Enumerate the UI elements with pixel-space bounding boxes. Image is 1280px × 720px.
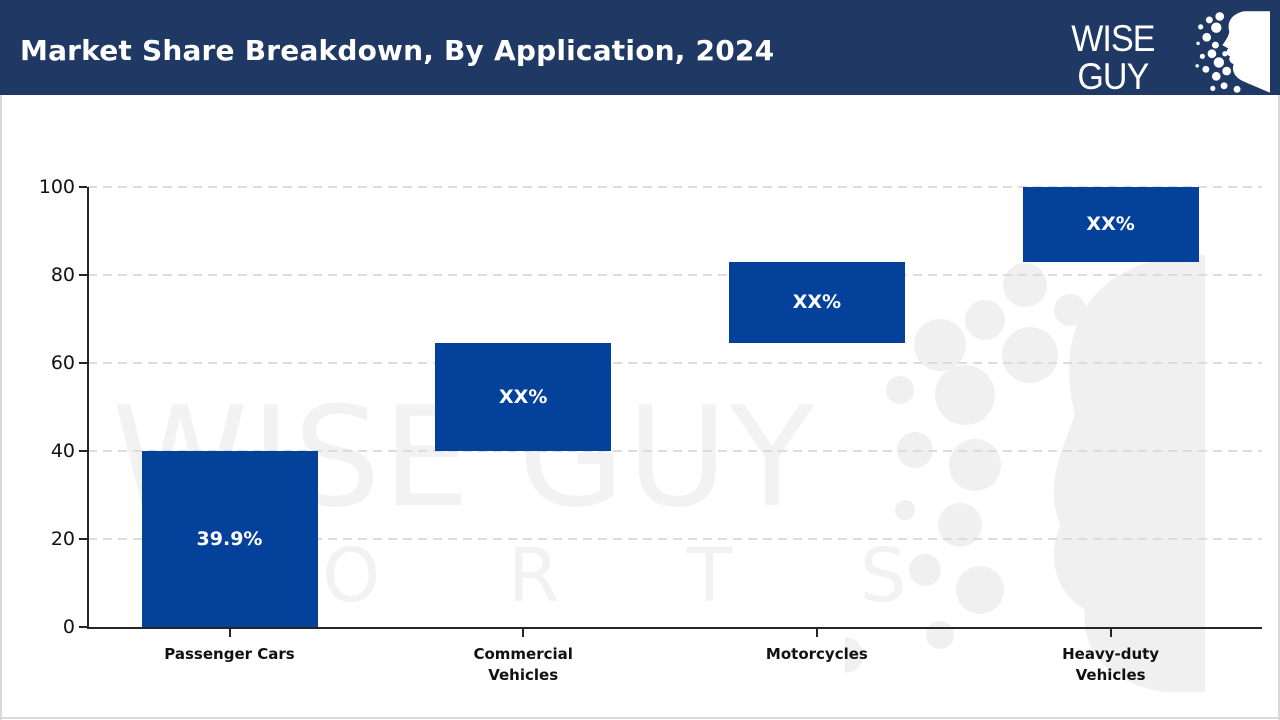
y-tick-0: [79, 626, 87, 628]
y-tick-40: [79, 450, 87, 452]
y-tick-label-80: 80: [50, 264, 75, 286]
bar-value-label: XX%: [1086, 213, 1135, 236]
right-rule: [1278, 95, 1280, 720]
bar-1: XX%: [435, 342, 612, 452]
x-tick-1: [522, 629, 525, 637]
bar-value-label: 39.9%: [196, 528, 263, 551]
gridline-60: [88, 362, 1262, 364]
gridline-100: [88, 186, 1262, 188]
gridline-40: [88, 450, 1262, 452]
gridline-20: [88, 538, 1262, 540]
gridline-80: [88, 274, 1262, 276]
bottom-rule: [0, 717, 1280, 719]
y-tick-label-60: 60: [50, 352, 75, 374]
bar-0: 39.9%: [141, 451, 318, 627]
y-tick-label-20: 20: [50, 528, 75, 550]
logo: WISE GUY REPORTS: [1020, 4, 1270, 115]
header: Market Share Breakdown, By Application, …: [0, 0, 1280, 115]
bar-2: XX%: [728, 261, 905, 343]
x-tick-2: [815, 629, 818, 637]
y-tick-label-100: 100: [38, 176, 75, 198]
y-tick-label-0: 0: [62, 616, 75, 638]
x-category-label: Motorcycles: [765, 645, 868, 663]
y-tick-label-40: 40: [50, 440, 75, 462]
bar-value-label: XX%: [792, 291, 842, 314]
bar-value-label: XX%: [499, 386, 548, 409]
x-axis: [87, 627, 1262, 629]
x-tick-3: [1109, 629, 1112, 637]
bar-3: XX%: [1022, 187, 1199, 262]
y-tick-100: [79, 186, 87, 188]
y-tick-60: [79, 362, 87, 364]
chart: WISE GUY P O R T S 0 20 40 60 80 100 39.9% Pass…: [0, 95, 1280, 720]
y-tick-20: [79, 538, 87, 540]
watermark-head-icon: [845, 255, 1205, 692]
logo-wiseguy-text: WISE GUY: [1071, 18, 1155, 97]
left-rule: [0, 95, 2, 720]
logo-head-icon: [1195, 11, 1270, 93]
x-category-label: Passenger Cars: [164, 645, 295, 663]
x-tick-0: [228, 629, 231, 637]
x-category-label: Commercial Vehicles: [473, 645, 573, 684]
y-axis: [87, 187, 89, 629]
x-category-label: Heavy-duty Vehicles: [1062, 645, 1160, 684]
page-title: Market Share Breakdown, By Application, …: [20, 34, 775, 67]
y-tick-80: [79, 274, 87, 276]
